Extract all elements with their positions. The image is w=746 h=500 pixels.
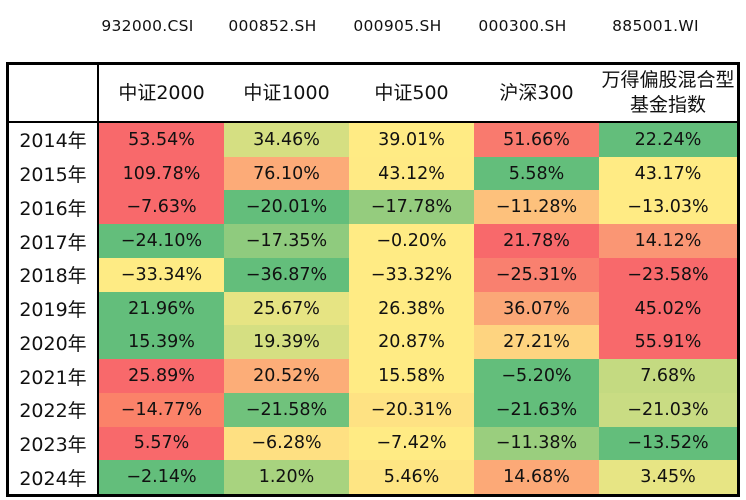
value-cell: −5.20% [474,359,599,393]
value-cell: 21.78% [474,224,599,258]
table-row: 2018年 −33.34% −36.87% −33.32% −25.31% −23.58… [9,257,737,292]
corner-cell [9,65,99,121]
table-row: 2014年 53.54% 34.46% 39.01% 51.66% 22.24% [9,123,737,157]
value-cell: −17.35% [224,224,349,258]
year-cell: 2023年 [9,426,99,461]
value-cell: −36.87% [224,257,349,292]
year-cell: 2015年 [9,156,99,191]
column-header-csi500: 中证500 [374,81,449,104]
value-cell: 20.52% [224,359,349,393]
year-cell: 2022年 [9,392,99,427]
table-row: 2016年 −7.63% −20.01% −17.78% −11.28% −13.03% [9,190,737,225]
value-cell: −23.58% [599,257,737,292]
value-cell: −11.38% [474,426,599,461]
value-cell: −7.42% [349,426,474,461]
value-cell: −21.63% [474,392,599,427]
table-row: 2017年 −24.10% −17.35% −0.20% 21.78% 14.12% [9,224,737,258]
table-row: 2015年 109.78% 76.10% 43.12% 5.58% 43.17% [9,156,737,191]
value-cell: 21.96% [99,291,224,326]
year-cell: 2017年 [9,224,99,258]
value-cell: −14.77% [99,392,224,427]
value-cell: 19.39% [224,325,349,360]
value-cell: 27.21% [474,325,599,360]
year-cell: 2024年 [9,460,99,495]
index-code-csi2000: 932000.CSI [101,17,194,35]
value-cell: 36.07% [474,291,599,326]
table-row: 2019年 21.96% 25.67% 26.38% 36.07% 45.02% [9,291,737,326]
value-cell: 22.24% [599,123,737,157]
value-cell: 15.39% [99,325,224,360]
column-header-hs300: 沪深300 [499,81,574,104]
value-cell: 5.58% [474,156,599,191]
value-cell: 7.68% [599,359,737,393]
year-cell: 2019年 [9,291,99,326]
value-cell: −6.28% [224,426,349,461]
index-code-wind-fund: 885001.WI [612,17,699,35]
column-header-wind-fund: 万得偏股混合型基金指数 [601,69,735,116]
table-row: 2021年 25.89% 20.52% 15.58% −5.20% 7.68% [9,359,737,393]
year-cell: 2021年 [9,359,99,393]
index-code-csi500: 000905.SH [353,17,442,35]
table-row: 2020年 15.39% 19.39% 20.87% 27.21% 55.91% [9,325,737,360]
value-cell: 43.12% [349,156,474,191]
value-cell: −24.10% [99,224,224,258]
value-cell: 5.57% [99,426,224,461]
table-row: 2022年 −14.77% −21.58% −20.31% −21.63% −21.03… [9,392,737,427]
value-cell: −7.63% [99,190,224,225]
value-cell: 43.17% [599,156,737,191]
value-cell: −17.78% [349,190,474,225]
column-header-csi2000: 中证2000 [118,81,205,104]
table-row: 2024年 −2.14% 1.20% 5.46% 14.68% 3.45% [9,460,737,495]
value-cell: −33.34% [99,257,224,292]
index-codes-row: 932000.CSI 000852.SH 000905.SH 000300.SH… [99,15,740,37]
value-cell: 3.45% [599,460,737,495]
column-header-csi1000: 中证1000 [243,81,330,104]
value-cell: 15.58% [349,359,474,393]
value-cell: 25.67% [224,291,349,326]
year-cell: 2014年 [9,123,99,157]
value-cell: 109.78% [99,156,224,191]
value-cell: −21.03% [599,392,737,427]
value-cell: 76.10% [224,156,349,191]
table-row: 2023年 5.57% −6.28% −7.42% −11.38% −13.52% [9,426,737,461]
value-cell: −20.01% [224,190,349,225]
value-cell: 20.87% [349,325,474,360]
year-cell: 2018年 [9,257,99,292]
value-cell: −0.20% [349,224,474,258]
value-cell: 14.68% [474,460,599,495]
value-cell: −25.31% [474,257,599,292]
index-code-csi1000: 000852.SH [228,17,317,35]
value-cell: −2.14% [99,460,224,495]
value-cell: −20.31% [349,392,474,427]
value-cell: 45.02% [599,291,737,326]
returns-table: 中证2000 中证1000 中证500 沪深300 万得偏股混合型基金指数 20… [6,62,740,497]
value-cell: 1.20% [224,460,349,495]
value-cell: 5.46% [349,460,474,495]
value-cell: 53.54% [99,123,224,157]
value-cell: −11.28% [474,190,599,225]
value-cell: 34.46% [224,123,349,157]
value-cell: −33.32% [349,257,474,292]
value-cell: 39.01% [349,123,474,157]
value-cell: 25.89% [99,359,224,393]
value-cell: 55.91% [599,325,737,360]
index-code-hs300: 000300.SH [478,17,567,35]
value-cell: −13.52% [599,426,737,461]
value-cell: 14.12% [599,224,737,258]
value-cell: 26.38% [349,291,474,326]
value-cell: 51.66% [474,123,599,157]
table-header-row: 中证2000 中证1000 中证500 沪深300 万得偏股混合型基金指数 [9,65,737,123]
value-cell: −13.03% [599,190,737,225]
value-cell: −21.58% [224,392,349,427]
year-cell: 2016年 [9,190,99,225]
year-cell: 2020年 [9,325,99,360]
